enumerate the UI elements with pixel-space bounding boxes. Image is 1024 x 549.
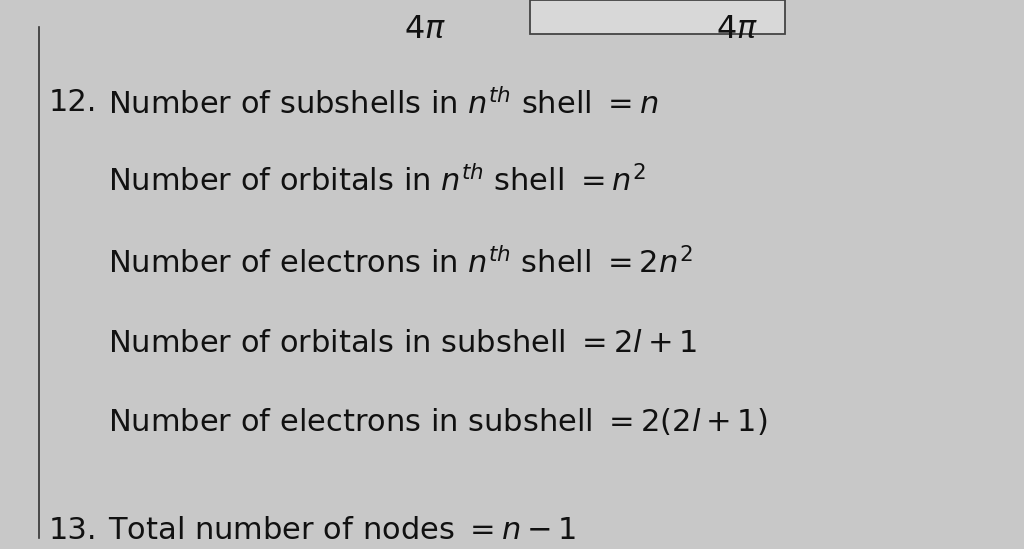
Text: Total number of nodes $= \mathit{n} - 1$: Total number of nodes $= \mathit{n} - 1$	[108, 516, 575, 545]
Text: Number of orbitals in $\mathit{n}^{\mathit{th}}$ shell $= \mathit{n}^{2}$: Number of orbitals in $\mathit{n}^{\math…	[108, 165, 645, 197]
FancyBboxPatch shape	[530, 0, 785, 34]
Text: Number of electrons in subshell $= 2(2\mathit{l} + 1)$: Number of electrons in subshell $= 2(2\m…	[108, 406, 767, 437]
Text: $4\pi$: $4\pi$	[403, 14, 446, 44]
Text: Number of subshells in $\mathit{n}^{\mathit{th}}$ shell $= \mathit{n}$: Number of subshells in $\mathit{n}^{\mat…	[108, 88, 658, 120]
Text: Number of electrons in $\mathit{n}^{\mathit{th}}$ shell $= 2\mathit{n}^{2}$: Number of electrons in $\mathit{n}^{\mat…	[108, 247, 692, 279]
Text: 12.: 12.	[49, 88, 97, 117]
Text: 13.: 13.	[49, 516, 97, 545]
Text: Number of orbitals in subshell $= 2\mathit{l} + 1$: Number of orbitals in subshell $= 2\math…	[108, 329, 696, 358]
Text: $4\pi$: $4\pi$	[716, 14, 759, 44]
